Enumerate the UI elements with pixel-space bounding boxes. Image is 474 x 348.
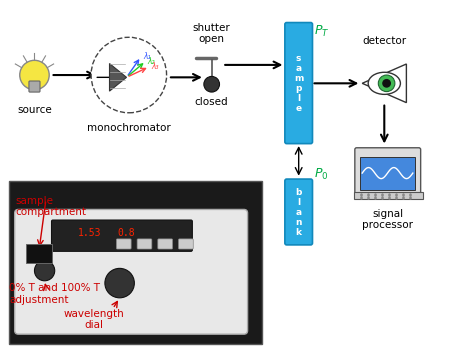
Text: $P_0$: $P_0$ [314, 166, 329, 182]
Text: signal
processor: signal processor [362, 208, 413, 230]
Text: wavelength
dial: wavelength dial [64, 309, 125, 331]
Bar [26, 244, 52, 263]
Text: detector: detector [362, 37, 406, 47]
FancyBboxPatch shape [179, 239, 193, 249]
Text: λ₃: λ₃ [151, 62, 159, 71]
Text: $P_T$: $P_T$ [314, 24, 330, 39]
Circle shape [204, 77, 219, 92]
Text: 0.8: 0.8 [118, 228, 135, 238]
FancyBboxPatch shape [117, 239, 131, 249]
Text: shutter
open: shutter open [193, 23, 230, 44]
Ellipse shape [368, 72, 401, 94]
FancyBboxPatch shape [285, 23, 312, 144]
Bar [360, 157, 415, 190]
Text: monochromator: monochromator [87, 124, 171, 133]
FancyBboxPatch shape [158, 239, 173, 249]
FancyBboxPatch shape [137, 239, 152, 249]
Text: 0% T and 100% T
adjustment: 0% T and 100% T adjustment [9, 283, 100, 305]
FancyBboxPatch shape [29, 81, 40, 92]
Text: s
a
m
p
l
e: s a m p l e [294, 54, 303, 113]
FancyBboxPatch shape [285, 179, 312, 245]
Text: source: source [17, 105, 52, 115]
Circle shape [383, 80, 390, 87]
Circle shape [378, 75, 395, 92]
Bar [355, 192, 423, 199]
Polygon shape [109, 64, 127, 91]
FancyBboxPatch shape [15, 209, 247, 334]
Circle shape [35, 261, 55, 281]
Text: λ₂: λ₂ [148, 57, 155, 65]
Text: b
l
a
n
k: b l a n k [295, 188, 302, 237]
Text: λ₁: λ₁ [143, 52, 150, 61]
FancyBboxPatch shape [52, 220, 192, 251]
Bar [9, 181, 262, 344]
Text: 1.53: 1.53 [78, 228, 102, 238]
Circle shape [105, 268, 134, 298]
Circle shape [91, 37, 166, 113]
Circle shape [20, 60, 49, 90]
FancyBboxPatch shape [355, 148, 420, 195]
Text: sample
compartment: sample compartment [15, 196, 86, 217]
Text: closed: closed [195, 97, 228, 107]
